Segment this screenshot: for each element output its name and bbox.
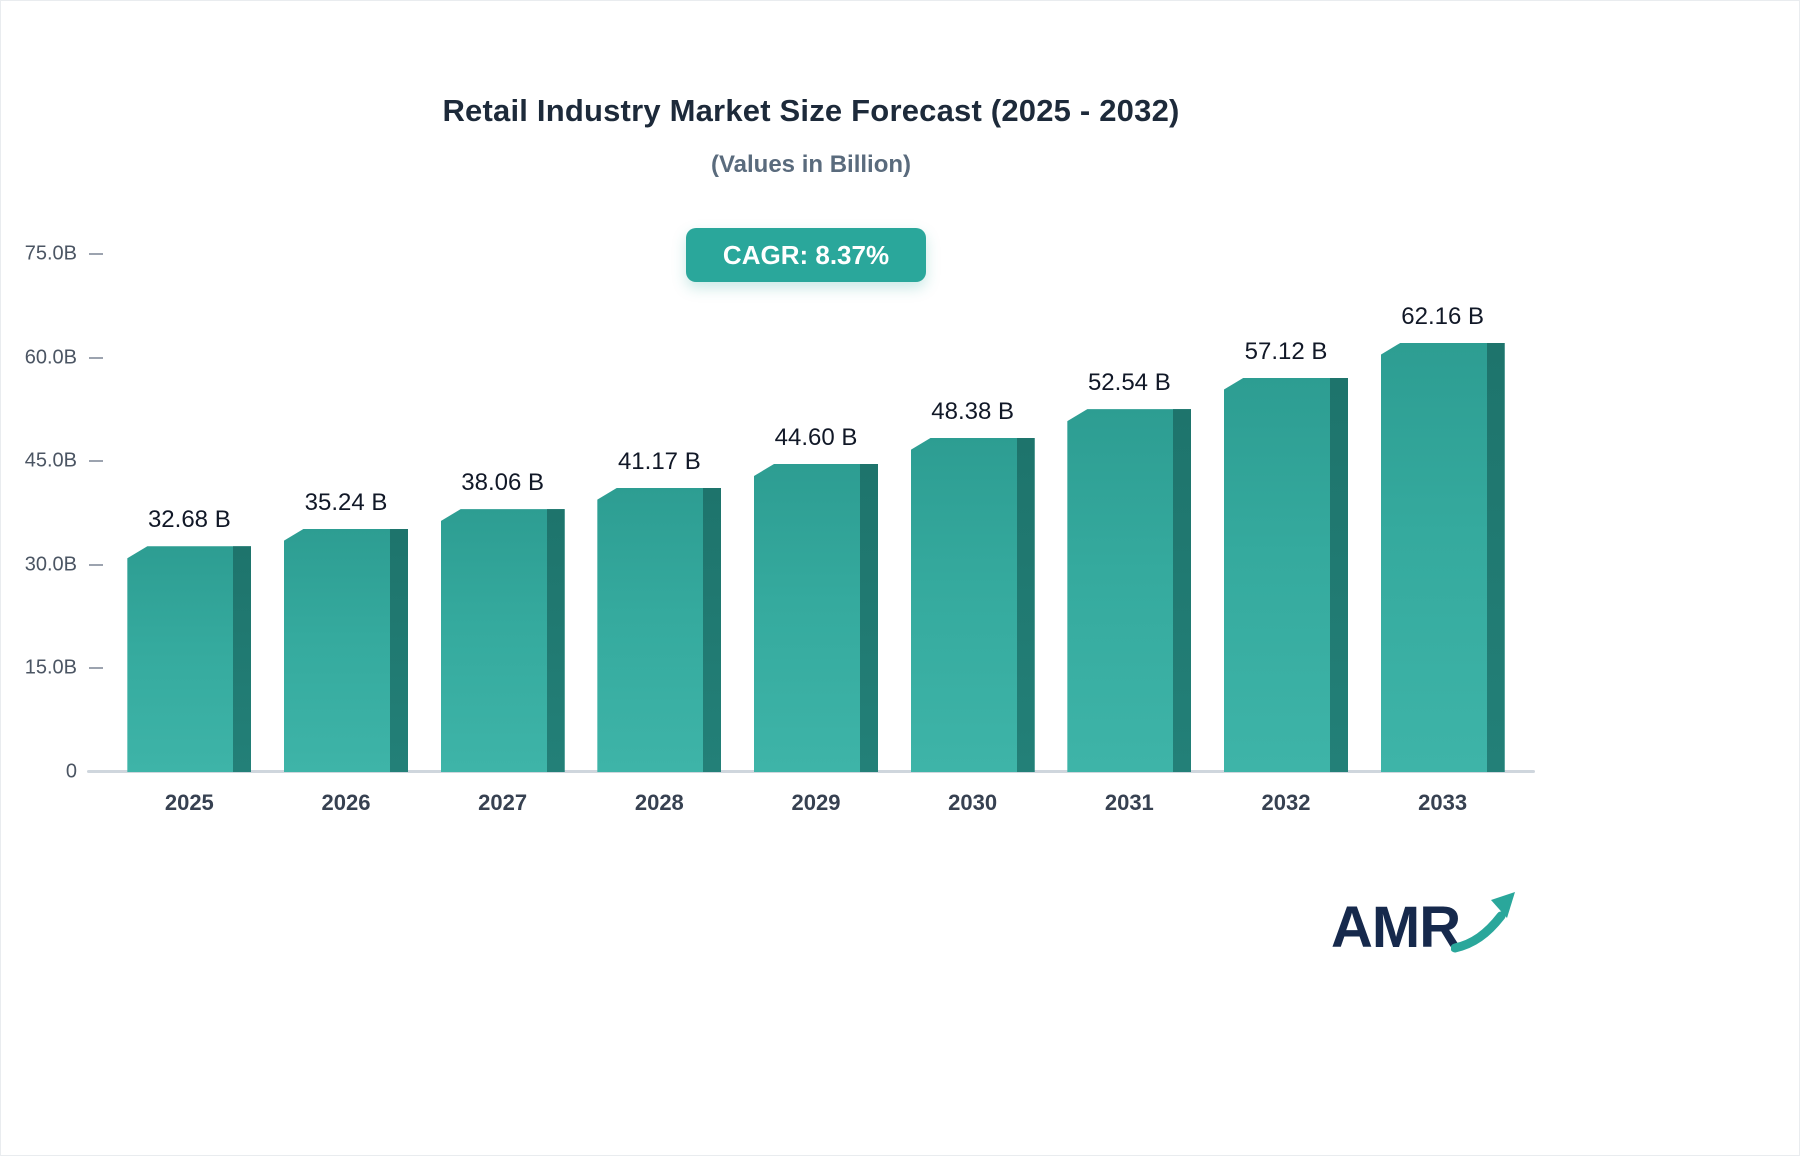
y-tick-label: 30.0B bbox=[24, 553, 77, 576]
y-axis: 75.0B 60.0B 45.0B 30.0B 15.0B 0 bbox=[1, 243, 111, 783]
y-tick-label: 75.0B bbox=[24, 242, 77, 265]
logo-text: AMR bbox=[1331, 895, 1461, 960]
bar-value-label: 48.38 B bbox=[931, 397, 1015, 425]
bar-side-face bbox=[390, 528, 408, 772]
x-axis-label: 2028 bbox=[634, 790, 684, 815]
x-axis-label: 2030 bbox=[948, 790, 998, 815]
bar-2025 bbox=[127, 546, 252, 772]
bar-value-label: 32.68 B bbox=[147, 506, 231, 534]
plot-area: 32.68 B 2025 35.24 B 2026 38.06 B 2027 41.17 B… bbox=[111, 254, 1521, 815]
x-axis-label: 2025 bbox=[164, 790, 214, 815]
bar-value-label: 57.12 B bbox=[1244, 337, 1328, 365]
y-tick-mark bbox=[89, 460, 103, 463]
bar-value-label: 41.17 B bbox=[617, 447, 701, 475]
chart-title: Retail Industry Market Size Forecast (20… bbox=[442, 93, 1180, 128]
bar-side-face bbox=[1016, 437, 1035, 772]
bar-value-label: 52.54 B bbox=[1087, 369, 1171, 397]
x-axis-label: 2029 bbox=[791, 790, 841, 815]
y-tick-mark bbox=[89, 253, 103, 255]
x-axis-label: 2031 bbox=[1104, 790, 1154, 815]
x-axis-label: 2032 bbox=[1261, 790, 1311, 815]
bar-side-face bbox=[703, 487, 722, 772]
x-axis-label: 2027 bbox=[478, 790, 528, 815]
y-tick-label: 0 bbox=[65, 760, 77, 783]
cagr-badge: CAGR: 8.37% bbox=[686, 228, 926, 282]
bar-side-face bbox=[1486, 342, 1505, 772]
bar-side-face bbox=[1173, 409, 1192, 772]
bar-2032 bbox=[1224, 377, 1348, 772]
chart-header: Retail Industry Market Size Forecast (20… bbox=[1, 93, 1621, 179]
bar-2033 bbox=[1380, 342, 1505, 772]
bar-2028 bbox=[597, 487, 722, 772]
bar-side-face bbox=[546, 509, 565, 772]
x-axis-label: 2026 bbox=[321, 790, 371, 815]
amr-logo: AMR bbox=[1331, 892, 1515, 974]
y-tick-label: 60.0B bbox=[24, 346, 77, 369]
logo-arrow-icon bbox=[1451, 892, 1515, 953]
y-tick-label: 45.0B bbox=[24, 449, 77, 472]
bar-value-label: 44.60 B bbox=[774, 423, 858, 451]
bar-value-label: 38.06 B bbox=[461, 469, 545, 497]
y-tick-mark bbox=[89, 563, 103, 566]
bar-side-face bbox=[860, 463, 878, 772]
bar-value-label: 62.16 B bbox=[1401, 302, 1485, 330]
bar-side-face bbox=[1330, 377, 1348, 772]
bar-2027 bbox=[440, 509, 565, 772]
y-tick-label: 15.0B bbox=[24, 656, 77, 679]
y-tick-mark bbox=[89, 356, 103, 359]
y-tick-mark bbox=[89, 667, 103, 670]
bar-value-label: 35.24 B bbox=[304, 488, 388, 516]
bar-2029 bbox=[754, 463, 878, 772]
bar-2026 bbox=[284, 528, 408, 772]
bar-2030 bbox=[910, 437, 1035, 772]
bar-side-face bbox=[233, 546, 252, 772]
chart-subtitle: (Values in Billion) bbox=[710, 151, 912, 178]
bar-2031 bbox=[1067, 409, 1192, 772]
x-axis-label: 2033 bbox=[1418, 790, 1468, 815]
